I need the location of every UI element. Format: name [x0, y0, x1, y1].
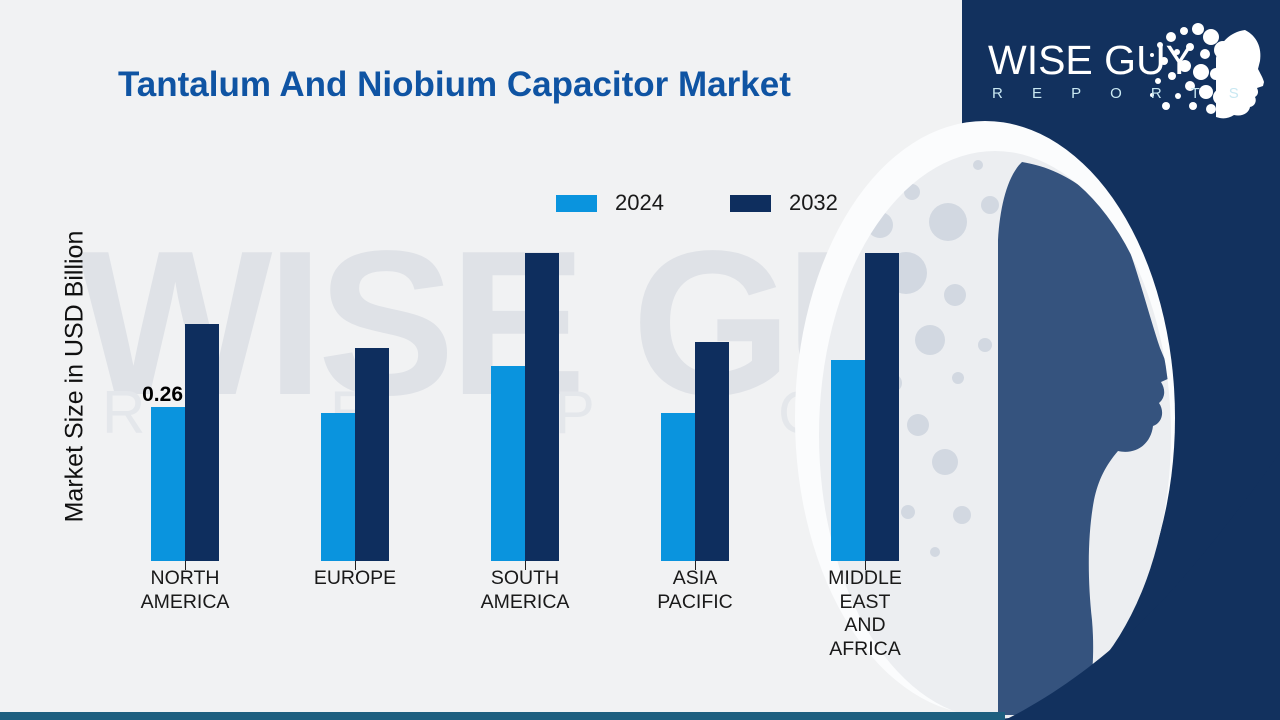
category-label-europe: EUROPE — [313, 567, 397, 589]
bar-2024-north-america — [151, 407, 185, 561]
legend-swatch-2024 — [556, 194, 597, 212]
bar-2024-asia-pacific — [661, 413, 695, 561]
legend-swatch-2032 — [729, 194, 771, 212]
x-axis-tick — [185, 561, 186, 570]
category-label-north-america: NORTH AMERICA — [140, 567, 230, 613]
category-label-south-america: SOUTH AMERICA — [480, 567, 570, 613]
bar-2024-south-america — [491, 366, 525, 561]
bar-2032-north-america — [185, 324, 219, 561]
legend-label-2024: 2024 — [615, 190, 664, 215]
bar-2024-middle-east-and-africa — [831, 360, 865, 561]
legend-item-2024: 2024 — [556, 190, 664, 216]
page-title: Tantalum And Niobium Capacitor Market — [118, 65, 791, 105]
x-axis-tick — [695, 561, 696, 570]
x-axis-tick — [355, 561, 356, 570]
data-label-north-america: 0.26 — [142, 383, 183, 406]
bar-2024-europe — [321, 413, 355, 561]
category-label-asia-pacific: ASIA PACIFIC — [657, 567, 733, 613]
bar-2032-europe — [355, 348, 389, 561]
x-axis-tick — [525, 561, 526, 570]
bar-2032-south-america — [525, 253, 559, 561]
bar-2032-asia-pacific — [695, 342, 729, 561]
category-label-middle-east-and-africa: MIDDLE EAST AND AFRICA — [828, 567, 902, 660]
bar-2032-middle-east-and-africa — [865, 253, 899, 561]
